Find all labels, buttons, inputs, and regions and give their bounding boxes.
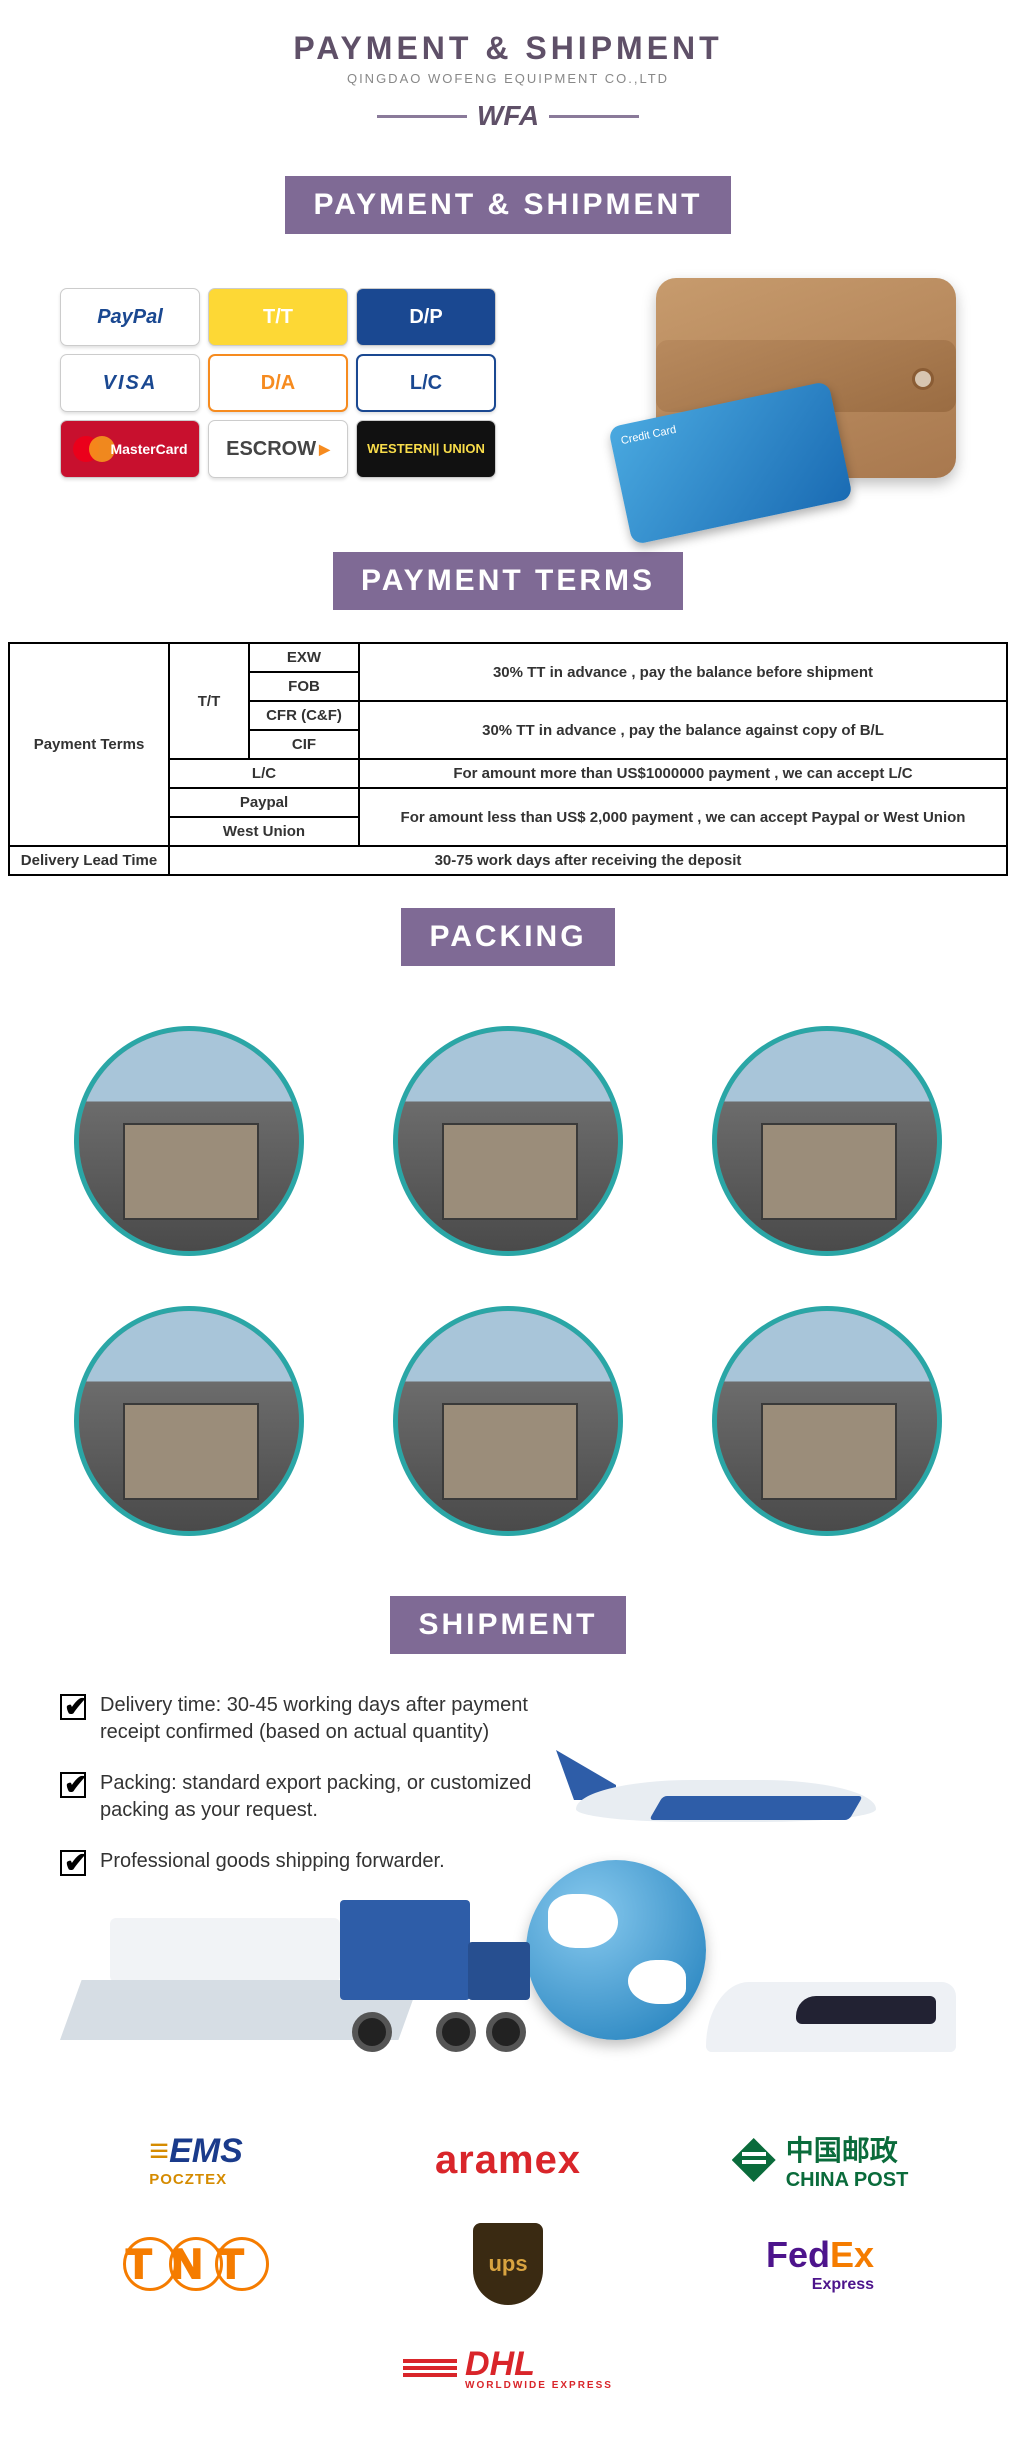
payment-badge-lc: L/C — [356, 354, 496, 412]
cell-delivery-desc: 30-75 work days after receiving the depo… — [169, 846, 1007, 875]
logo-divider: WFA — [0, 100, 1016, 132]
truck-icon — [340, 1900, 540, 2050]
cell-lc-desc: For amount more than US$1000000 payment … — [359, 759, 1007, 788]
wallet-illustration: Credit Card — [626, 268, 956, 498]
payment-badge-escrow: ESCROW — [208, 420, 348, 478]
credit-card: Credit Card — [608, 381, 853, 545]
packing-photo-4 — [74, 1306, 304, 1536]
logo-text: WFA — [477, 100, 539, 132]
header-title: PAYMENT & SHIPMENT — [0, 30, 1016, 67]
carrier-tnt: TNT — [70, 2234, 322, 2294]
check-icon — [60, 1694, 86, 1720]
shipment-body: Delivery time: 30-45 working days after … — [0, 1678, 1016, 2100]
cell-exw: EXW — [249, 643, 359, 672]
carrier-fedex: FedExExpress — [694, 2234, 946, 2294]
cell-delivery-label: Delivery Lead Time — [9, 846, 169, 875]
packing-photo-6 — [712, 1306, 942, 1536]
payment-badge-paypal: PayPal — [60, 288, 200, 346]
cell-fob: FOB — [249, 672, 359, 701]
cell-cif: CIF — [249, 730, 359, 759]
payment-badge-dp: D/P — [356, 288, 496, 346]
banner-shipment: SHIPMENT — [390, 1596, 625, 1654]
payment-badge-grid: PayPalT/TD/P VISAD/AL/C MasterCardESCROWWE… — [60, 288, 496, 478]
train-icon — [706, 1952, 956, 2052]
cell-cfr: CFR (C&F) — [249, 701, 359, 730]
header-subtitle: QINGDAO WOFENG EQUIPMENT CO.,LTD — [0, 71, 1016, 86]
carrier-ups: ups — [382, 2234, 634, 2294]
carrier-aramex: aramex — [382, 2130, 634, 2190]
page-header: PAYMENT & SHIPMENT QINGDAO WOFENG EQUIPM… — [0, 0, 1016, 152]
payment-badge-mc: MasterCard — [60, 420, 200, 478]
packing-photo-5 — [393, 1306, 623, 1536]
cell-paypal-wu: Paypal West Union — [169, 788, 359, 846]
cell-payment-terms: Payment Terms — [9, 643, 169, 846]
banner-packing: PACKING — [401, 908, 614, 966]
carrier-ems: ≡EMSPOCZTEX — [70, 2130, 322, 2190]
cell-small-desc: For amount less than US$ 2,000 payment ,… — [359, 788, 1007, 846]
banner-payment-terms: PAYMENT TERMS — [333, 552, 683, 610]
payment-methods-row: PayPalT/TD/P VISAD/AL/C MasterCardESCROWWE… — [0, 258, 1016, 528]
packing-photo-1 — [74, 1026, 304, 1256]
payment-terms-table: Payment Terms T/T EXW 30% TT in advance … — [8, 642, 1008, 876]
packing-photo-2 — [393, 1026, 623, 1256]
payment-badge-visa: VISA — [60, 354, 200, 412]
plane-icon — [546, 1730, 916, 1860]
cell-lc: L/C — [169, 759, 359, 788]
payment-badge-wu: WESTERN|| UNION — [356, 420, 496, 478]
packing-photo-3 — [712, 1026, 942, 1256]
packing-grid — [0, 990, 1016, 1572]
chinapost-icon — [732, 2138, 776, 2182]
cell-tt: T/T — [169, 643, 249, 759]
banner-payment-shipment: PAYMENT & SHIPMENT — [285, 176, 730, 234]
globe-icon — [526, 1860, 706, 2040]
payment-badge-tt: T/T — [208, 288, 348, 346]
transport-illustration — [60, 1730, 956, 2070]
carrier-chinapost: 中国邮政CHINA POST — [694, 2130, 946, 2190]
carrier-dhl: DHLWORLDWIDE EXPRESS — [382, 2338, 634, 2398]
cell-tt-desc2: 30% TT in advance , pay the balance agai… — [359, 701, 1007, 759]
cell-tt-desc1: 30% TT in advance , pay the balance befo… — [359, 643, 1007, 701]
payment-badge-da: D/A — [208, 354, 348, 412]
carriers-grid: ≡EMSPOCZTEX aramex 中国邮政CHINA POST TNT up… — [0, 2100, 1016, 2458]
